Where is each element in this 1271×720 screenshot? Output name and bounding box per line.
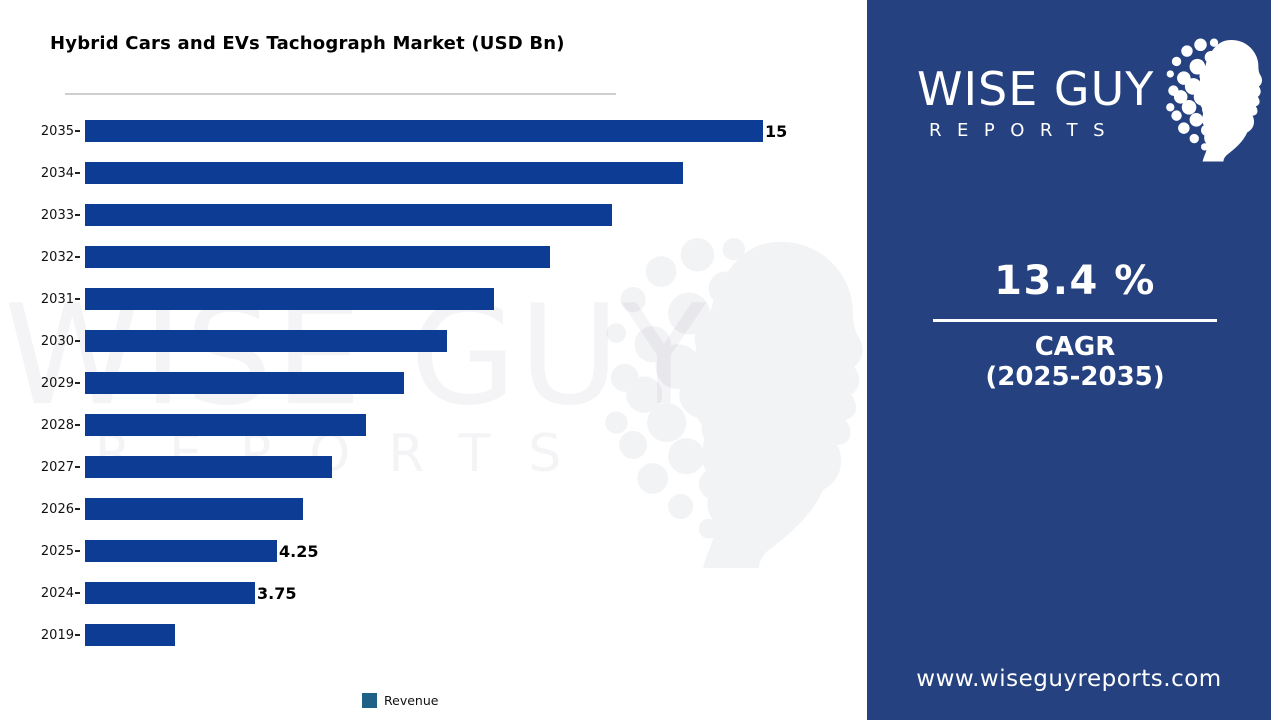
cagr-value: 13.4 % [994,258,1156,304]
cagr-range: (2025-2035) [985,361,1165,392]
cagr-label: CAGR [1034,332,1116,362]
y-axis-label: 2032 [40,249,74,265]
bar-row-2025: 2025 4.25 [0,540,318,562]
y-axis-label: 2035 [40,123,74,139]
y-axis-tick [75,508,80,510]
bar-row-2030: 2030 [0,330,447,352]
y-axis-label: 2033 [40,207,74,223]
cagr-block: 13.4 % CAGR (2025-2035) [879,258,1271,393]
sidebar: WISE GUY REPORTS 13.4 % CAGR (2025-2035) [867,0,1271,720]
bar-plot: 2035 15 2034 2033 2032 2031 2030 2029 2028 2027 20… [0,120,867,660]
revenue-bar [85,204,612,226]
cagr-divider [933,319,1217,322]
revenue-bar [85,288,494,310]
y-axis-label: 2031 [40,291,74,307]
bar-value-label: 15 [765,121,788,141]
y-axis-tick [75,172,80,174]
revenue-bar [85,624,175,646]
legend-swatch [362,693,377,708]
website-url: www.wiseguyreports.com [916,666,1222,692]
y-axis-tick [75,634,80,636]
y-axis-label: 2026 [40,501,74,517]
chart-panel: WISE GUY REPORTS Hybrid Cars and EVs Tac… [0,33,867,708]
bar-row-2027: 2027 [0,456,332,478]
revenue-bar [85,120,763,142]
y-axis-tick [75,466,80,468]
logo-wordmark: WISE GUY [917,62,1155,116]
revenue-bar [85,414,366,436]
y-axis-tick [75,214,80,216]
bar-value-label: 3.75 [257,583,297,603]
bar-row-2034: 2034 [0,162,683,184]
y-axis-label: 2025 [40,543,74,559]
revenue-bar [85,456,332,478]
y-axis-tick [75,130,80,132]
head-profile-icon [1166,38,1263,162]
bar-row-2026: 2026 [0,498,303,520]
y-axis-label: 2019 [40,627,74,643]
y-axis-tick [75,256,80,258]
y-axis-label: 2027 [40,459,74,475]
revenue-bar [85,498,303,520]
bar-row-2029: 2029 [0,372,404,394]
y-axis-label: 2024 [40,585,74,601]
bar-row-2032: 2032 [0,246,550,268]
y-axis-label: 2028 [40,417,74,433]
y-axis-tick [75,424,80,426]
y-axis-tick [75,550,80,552]
y-axis-tick [75,382,80,384]
y-axis-tick [75,340,80,342]
legend: Revenue [362,693,438,708]
revenue-bar [85,582,255,604]
revenue-bar [85,162,683,184]
logo-subtitle: REPORTS [929,120,1121,141]
revenue-bar [85,330,447,352]
bar-value-label: 4.25 [279,541,319,561]
y-axis-label: 2029 [40,375,74,391]
legend-label: Revenue [384,693,439,708]
y-axis-tick [75,592,80,594]
revenue-bar [85,246,550,268]
y-axis-tick [75,298,80,300]
revenue-bar [85,540,277,562]
bar-row-2033: 2033 [0,204,612,226]
wise-guy-logo: WISE GUY REPORTS [917,38,1263,168]
bar-row-2035: 2035 15 [0,120,787,142]
y-axis-label: 2034 [40,165,74,181]
y-axis-label: 2030 [40,333,74,349]
chart-title: Hybrid Cars and EVs Tachograph Market (U… [50,33,565,54]
bar-row-2028: 2028 [0,414,366,436]
revenue-bar [85,372,404,394]
bar-row-2019: 2019 [0,624,175,646]
bar-row-2024: 2024 3.75 [0,582,296,604]
bar-row-2031: 2031 [0,288,494,310]
title-underline [65,93,616,95]
